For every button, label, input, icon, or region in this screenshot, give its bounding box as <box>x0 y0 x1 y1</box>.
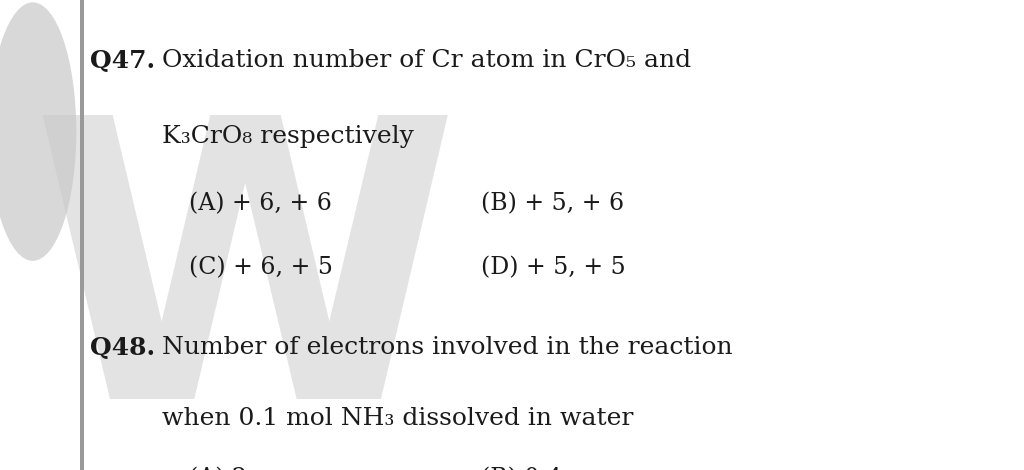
Text: (D) + 5, + 5: (D) + 5, + 5 <box>481 256 626 279</box>
Text: K₃CrO₈ respectively: K₃CrO₈ respectively <box>162 125 414 148</box>
Text: Oxidation number of Cr atom in CrO₅ and: Oxidation number of Cr atom in CrO₅ and <box>162 49 691 72</box>
Text: W: W <box>31 103 460 470</box>
Text: (A) + 6, + 6: (A) + 6, + 6 <box>189 193 333 216</box>
Text: (B) + 5, + 6: (B) + 5, + 6 <box>481 193 625 216</box>
Ellipse shape <box>0 2 77 261</box>
Text: Number of electrons involved in the reaction: Number of electrons involved in the reac… <box>162 336 732 359</box>
Text: (B) 0.4: (B) 0.4 <box>481 468 562 470</box>
Text: Q47.: Q47. <box>90 49 156 73</box>
Text: Q48.: Q48. <box>90 336 156 360</box>
Text: when 0.1 mol NH₃ dissolved in water: when 0.1 mol NH₃ dissolved in water <box>162 407 633 430</box>
Text: (A) 2: (A) 2 <box>189 468 248 470</box>
Text: (C) + 6, + 5: (C) + 6, + 5 <box>189 256 334 279</box>
Bar <box>80 0 84 470</box>
